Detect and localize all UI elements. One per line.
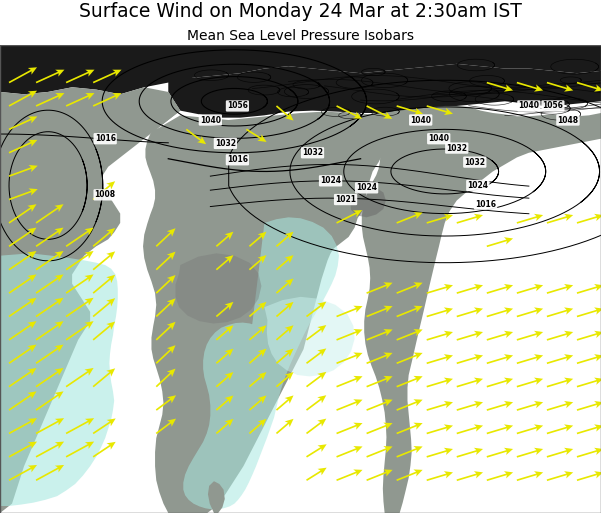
Text: 1056: 1056 <box>543 102 563 110</box>
Polygon shape <box>350 188 386 218</box>
Text: 1024: 1024 <box>320 176 341 185</box>
Polygon shape <box>362 106 601 513</box>
Polygon shape <box>401 359 406 368</box>
Text: 1024: 1024 <box>356 183 377 192</box>
Text: 1008: 1008 <box>94 190 116 200</box>
Text: 1032: 1032 <box>215 139 236 148</box>
Text: 1021: 1021 <box>335 195 356 204</box>
Text: 1016: 1016 <box>95 134 115 143</box>
Polygon shape <box>183 218 339 509</box>
Text: 1040: 1040 <box>410 115 431 125</box>
Text: 1032: 1032 <box>302 148 323 157</box>
Text: Surface Wind on Monday 24 Mar at 2:30am IST: Surface Wind on Monday 24 Mar at 2:30am … <box>79 2 522 21</box>
Polygon shape <box>175 253 261 324</box>
Polygon shape <box>143 92 385 513</box>
Polygon shape <box>0 87 180 513</box>
Text: 1024: 1024 <box>468 181 488 190</box>
Polygon shape <box>264 297 355 377</box>
Text: 1056: 1056 <box>227 102 248 110</box>
Text: 1040: 1040 <box>200 115 221 125</box>
Text: 1032: 1032 <box>465 157 485 167</box>
Text: 1016: 1016 <box>475 200 496 209</box>
Text: 1016: 1016 <box>227 155 248 164</box>
Polygon shape <box>0 45 601 94</box>
Text: 1040: 1040 <box>519 102 539 110</box>
Polygon shape <box>168 64 601 117</box>
Text: 1048: 1048 <box>557 115 579 125</box>
Polygon shape <box>208 481 225 513</box>
Polygon shape <box>0 253 118 506</box>
Text: 1040: 1040 <box>429 134 449 143</box>
Text: 1032: 1032 <box>447 144 467 152</box>
Text: Mean Sea Level Pressure Isobars: Mean Sea Level Pressure Isobars <box>187 29 414 43</box>
